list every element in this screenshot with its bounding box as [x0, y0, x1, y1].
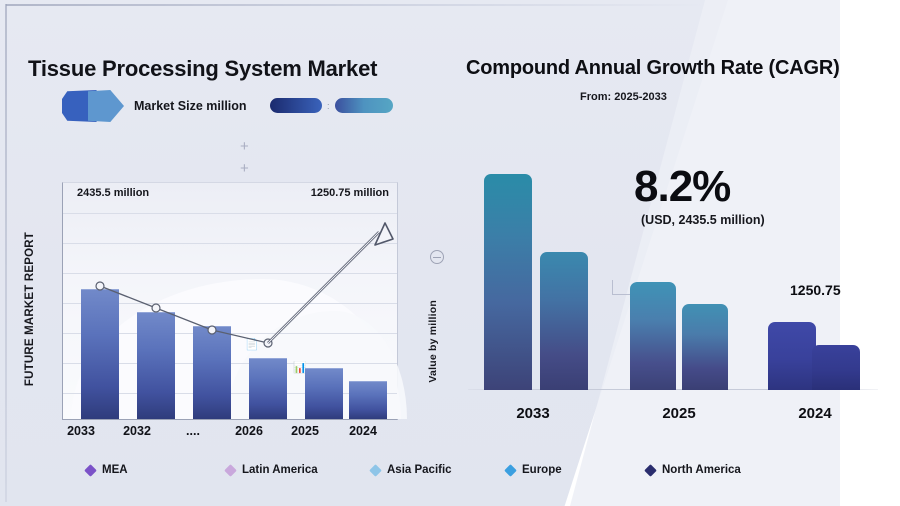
diamond-marker-icon — [644, 463, 657, 477]
rbar-2024-secondary — [812, 345, 860, 390]
right-value-label-2024: 1250.75 — [790, 282, 841, 298]
pill-legend-group: : — [270, 98, 393, 113]
hexagon-market-icon — [62, 90, 124, 122]
bar-2033 — [81, 289, 119, 419]
region-legend: MEA Latin America Asia Pacific Europe No… — [84, 463, 786, 477]
left-xtick-0: 2033 — [67, 424, 95, 438]
bar-2026 — [249, 358, 287, 419]
left-xtick-5: 2024 — [349, 424, 377, 438]
market-size-legend-label: Market Size million — [134, 99, 247, 113]
cagr-note: (USD, 2435.5 million) — [641, 213, 765, 227]
right-xtick-1: 2025 — [662, 405, 696, 422]
legend-label-latin-america: Latin America — [242, 464, 318, 476]
right-bar-chart: 1250.75 2033 2025 2024 — [460, 150, 880, 428]
pill-swatch-navy — [270, 98, 322, 113]
pill-separator: : — [327, 100, 330, 111]
right-xtick-2: 2024 — [798, 405, 832, 422]
market-size-legend: Market Size million — [62, 90, 247, 122]
legend-item-europe[interactable]: Europe — [504, 463, 646, 477]
left-xtick-4: 2025 — [291, 424, 319, 438]
diamond-marker-icon — [84, 463, 97, 477]
diamond-marker-icon — [504, 463, 517, 477]
rbar-2033-primary — [484, 174, 532, 390]
rbar-2024-primary — [768, 322, 816, 390]
bar-dots — [193, 326, 231, 419]
ghost-doc-icon: 📄 — [245, 339, 259, 351]
rbar-2033-secondary — [540, 252, 588, 390]
cagr-title: Compound Annual Growth Rate (CAGR) — [466, 57, 840, 79]
left-start-value-label: 2435.5 million — [77, 187, 150, 199]
diamond-marker-icon — [369, 463, 382, 477]
panel-edge-top — [6, 4, 706, 6]
left-xtick-2: .... — [186, 424, 200, 438]
left-bar-chart: 2435.5 million 1250.75 million 📄 📊 — [62, 182, 407, 420]
gridline — [63, 243, 397, 244]
plus-decoration-1: + — [240, 138, 249, 155]
ghost-chart-icon: 📊 — [293, 362, 307, 374]
cagr-value: 8.2% — [634, 162, 731, 211]
legend-item-asia-pacific[interactable]: Asia Pacific — [369, 463, 506, 477]
legend-label-asia-pacific: Asia Pacific — [387, 464, 452, 476]
circle-minus-icon — [430, 250, 444, 264]
gridline — [63, 213, 397, 214]
left-axis-title: FUTURE MARKET REPORT — [24, 232, 36, 387]
right-xtick-0: 2033 — [516, 405, 550, 422]
left-xtick-3: 2026 — [235, 424, 263, 438]
pill-swatch-teal — [334, 98, 393, 113]
cagr-subtitle: From: 2025-2033 — [580, 91, 667, 103]
rbar-2025-primary — [630, 282, 676, 390]
bar-2025 — [305, 368, 343, 419]
rbar-2025-secondary — [682, 304, 728, 390]
bar-2024 — [349, 381, 387, 419]
trend-line-and-arrow — [95, 222, 394, 348]
right-axis-title: Value by million — [427, 300, 439, 383]
gridline — [63, 303, 397, 304]
legend-item-mea[interactable]: MEA — [84, 463, 226, 477]
legend-label-mea: MEA — [102, 464, 128, 476]
legend-label-north-america: North America — [662, 464, 741, 476]
left-xtick-1: 2032 — [123, 424, 151, 438]
legend-item-latin-america[interactable]: Latin America — [224, 463, 371, 477]
panel-edge-left — [5, 4, 7, 502]
legend-item-north-america[interactable]: North America — [644, 463, 741, 477]
left-end-value-label: 1250.75 million — [310, 187, 389, 199]
page-title: Tissue Processing System Market — [28, 56, 378, 81]
diamond-marker-icon — [224, 463, 237, 477]
plus-decoration-2: + — [240, 160, 249, 177]
gridline — [63, 273, 397, 274]
legend-label-europe: Europe — [522, 464, 562, 476]
